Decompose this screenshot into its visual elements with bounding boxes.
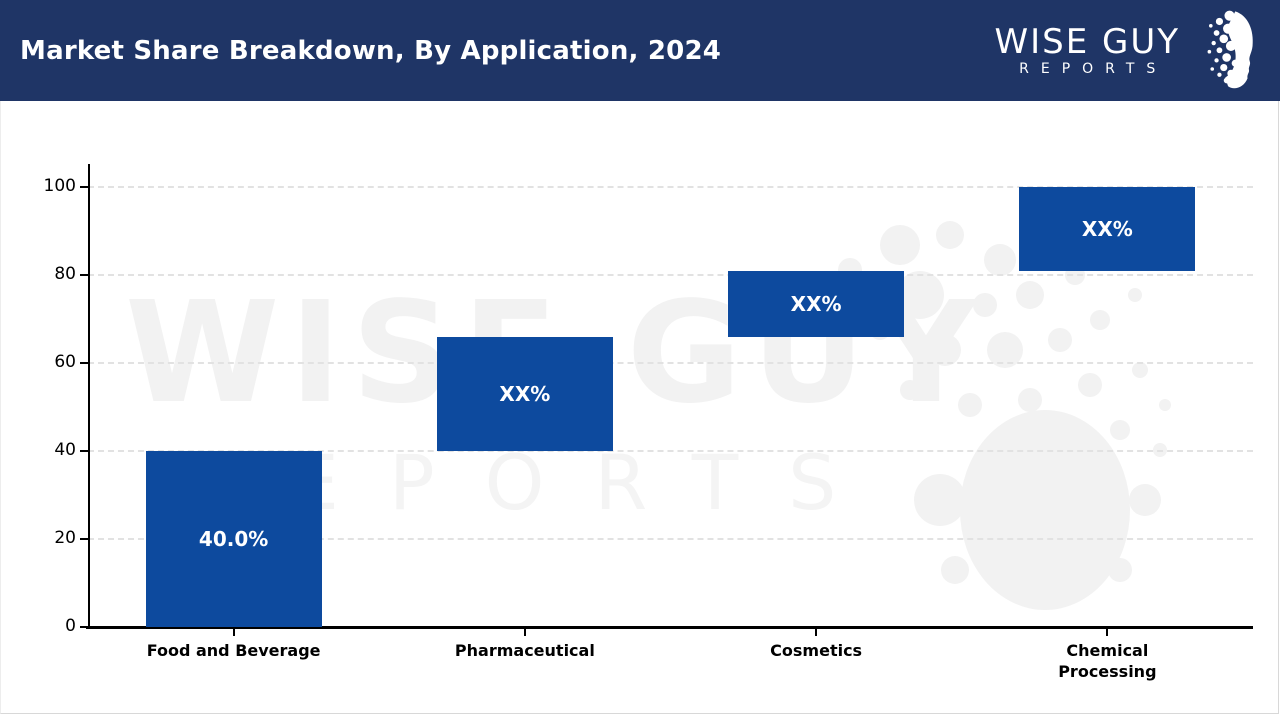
category-label: Pharmaceutical bbox=[454, 641, 595, 660]
logo-head-icon bbox=[1207, 10, 1253, 88]
logo-text: WISE GUY REPORTS bbox=[994, 21, 1180, 77]
logo-wordmark: WISE GUY bbox=[994, 21, 1180, 62]
y-axis-tick-label: 100 bbox=[43, 176, 76, 196]
y-axis-tick bbox=[80, 538, 88, 540]
gridline-80 bbox=[88, 274, 1253, 276]
x-axis-tick bbox=[1106, 629, 1109, 636]
category-label: Chemical Processing bbox=[1058, 641, 1157, 681]
y-axis-tick bbox=[80, 362, 88, 364]
page-title: Market Share Breakdown, By Application, … bbox=[20, 35, 722, 66]
x-axis-tick bbox=[232, 629, 235, 636]
y-axis-tick bbox=[80, 626, 88, 628]
bar-value-label: XX% bbox=[790, 291, 842, 316]
gridline-40 bbox=[88, 450, 1253, 452]
x-axis-line bbox=[86, 626, 1253, 629]
y-axis-tick-label: 80 bbox=[54, 264, 76, 284]
bar-value-label: XX% bbox=[1081, 216, 1133, 241]
bar-value-label: 40.0% bbox=[198, 527, 269, 551]
y-axis-tick bbox=[80, 450, 88, 452]
logo-subtitle: REPORTS bbox=[1019, 60, 1168, 77]
header-band: Market Share Breakdown, By Application, … bbox=[0, 0, 1280, 101]
bar-segment bbox=[728, 270, 905, 337]
bar-segment bbox=[436, 336, 613, 451]
category-label: Food and Beverage bbox=[146, 641, 321, 660]
x-axis-tick bbox=[523, 629, 526, 636]
gridline-100 bbox=[88, 186, 1253, 188]
y-axis-tick-label: 40 bbox=[54, 440, 76, 460]
wise-guy-logo: WISE GUY REPORTS bbox=[994, 8, 1254, 94]
bar-segment bbox=[1019, 187, 1196, 271]
bar-value-label: XX% bbox=[499, 381, 551, 406]
y-axis-tick bbox=[80, 274, 88, 276]
y-axis-tick-label: 60 bbox=[54, 352, 76, 372]
gridline-20 bbox=[88, 538, 1253, 540]
y-axis-tick-label: 20 bbox=[54, 528, 76, 548]
y-axis-tick bbox=[80, 186, 88, 188]
y-axis-line bbox=[88, 164, 90, 629]
category-label: Cosmetics bbox=[770, 641, 863, 660]
x-axis-tick bbox=[815, 629, 818, 636]
gridline-60 bbox=[88, 362, 1253, 364]
y-axis-tick-label: 0 bbox=[65, 616, 76, 636]
bar-segment bbox=[145, 451, 322, 627]
